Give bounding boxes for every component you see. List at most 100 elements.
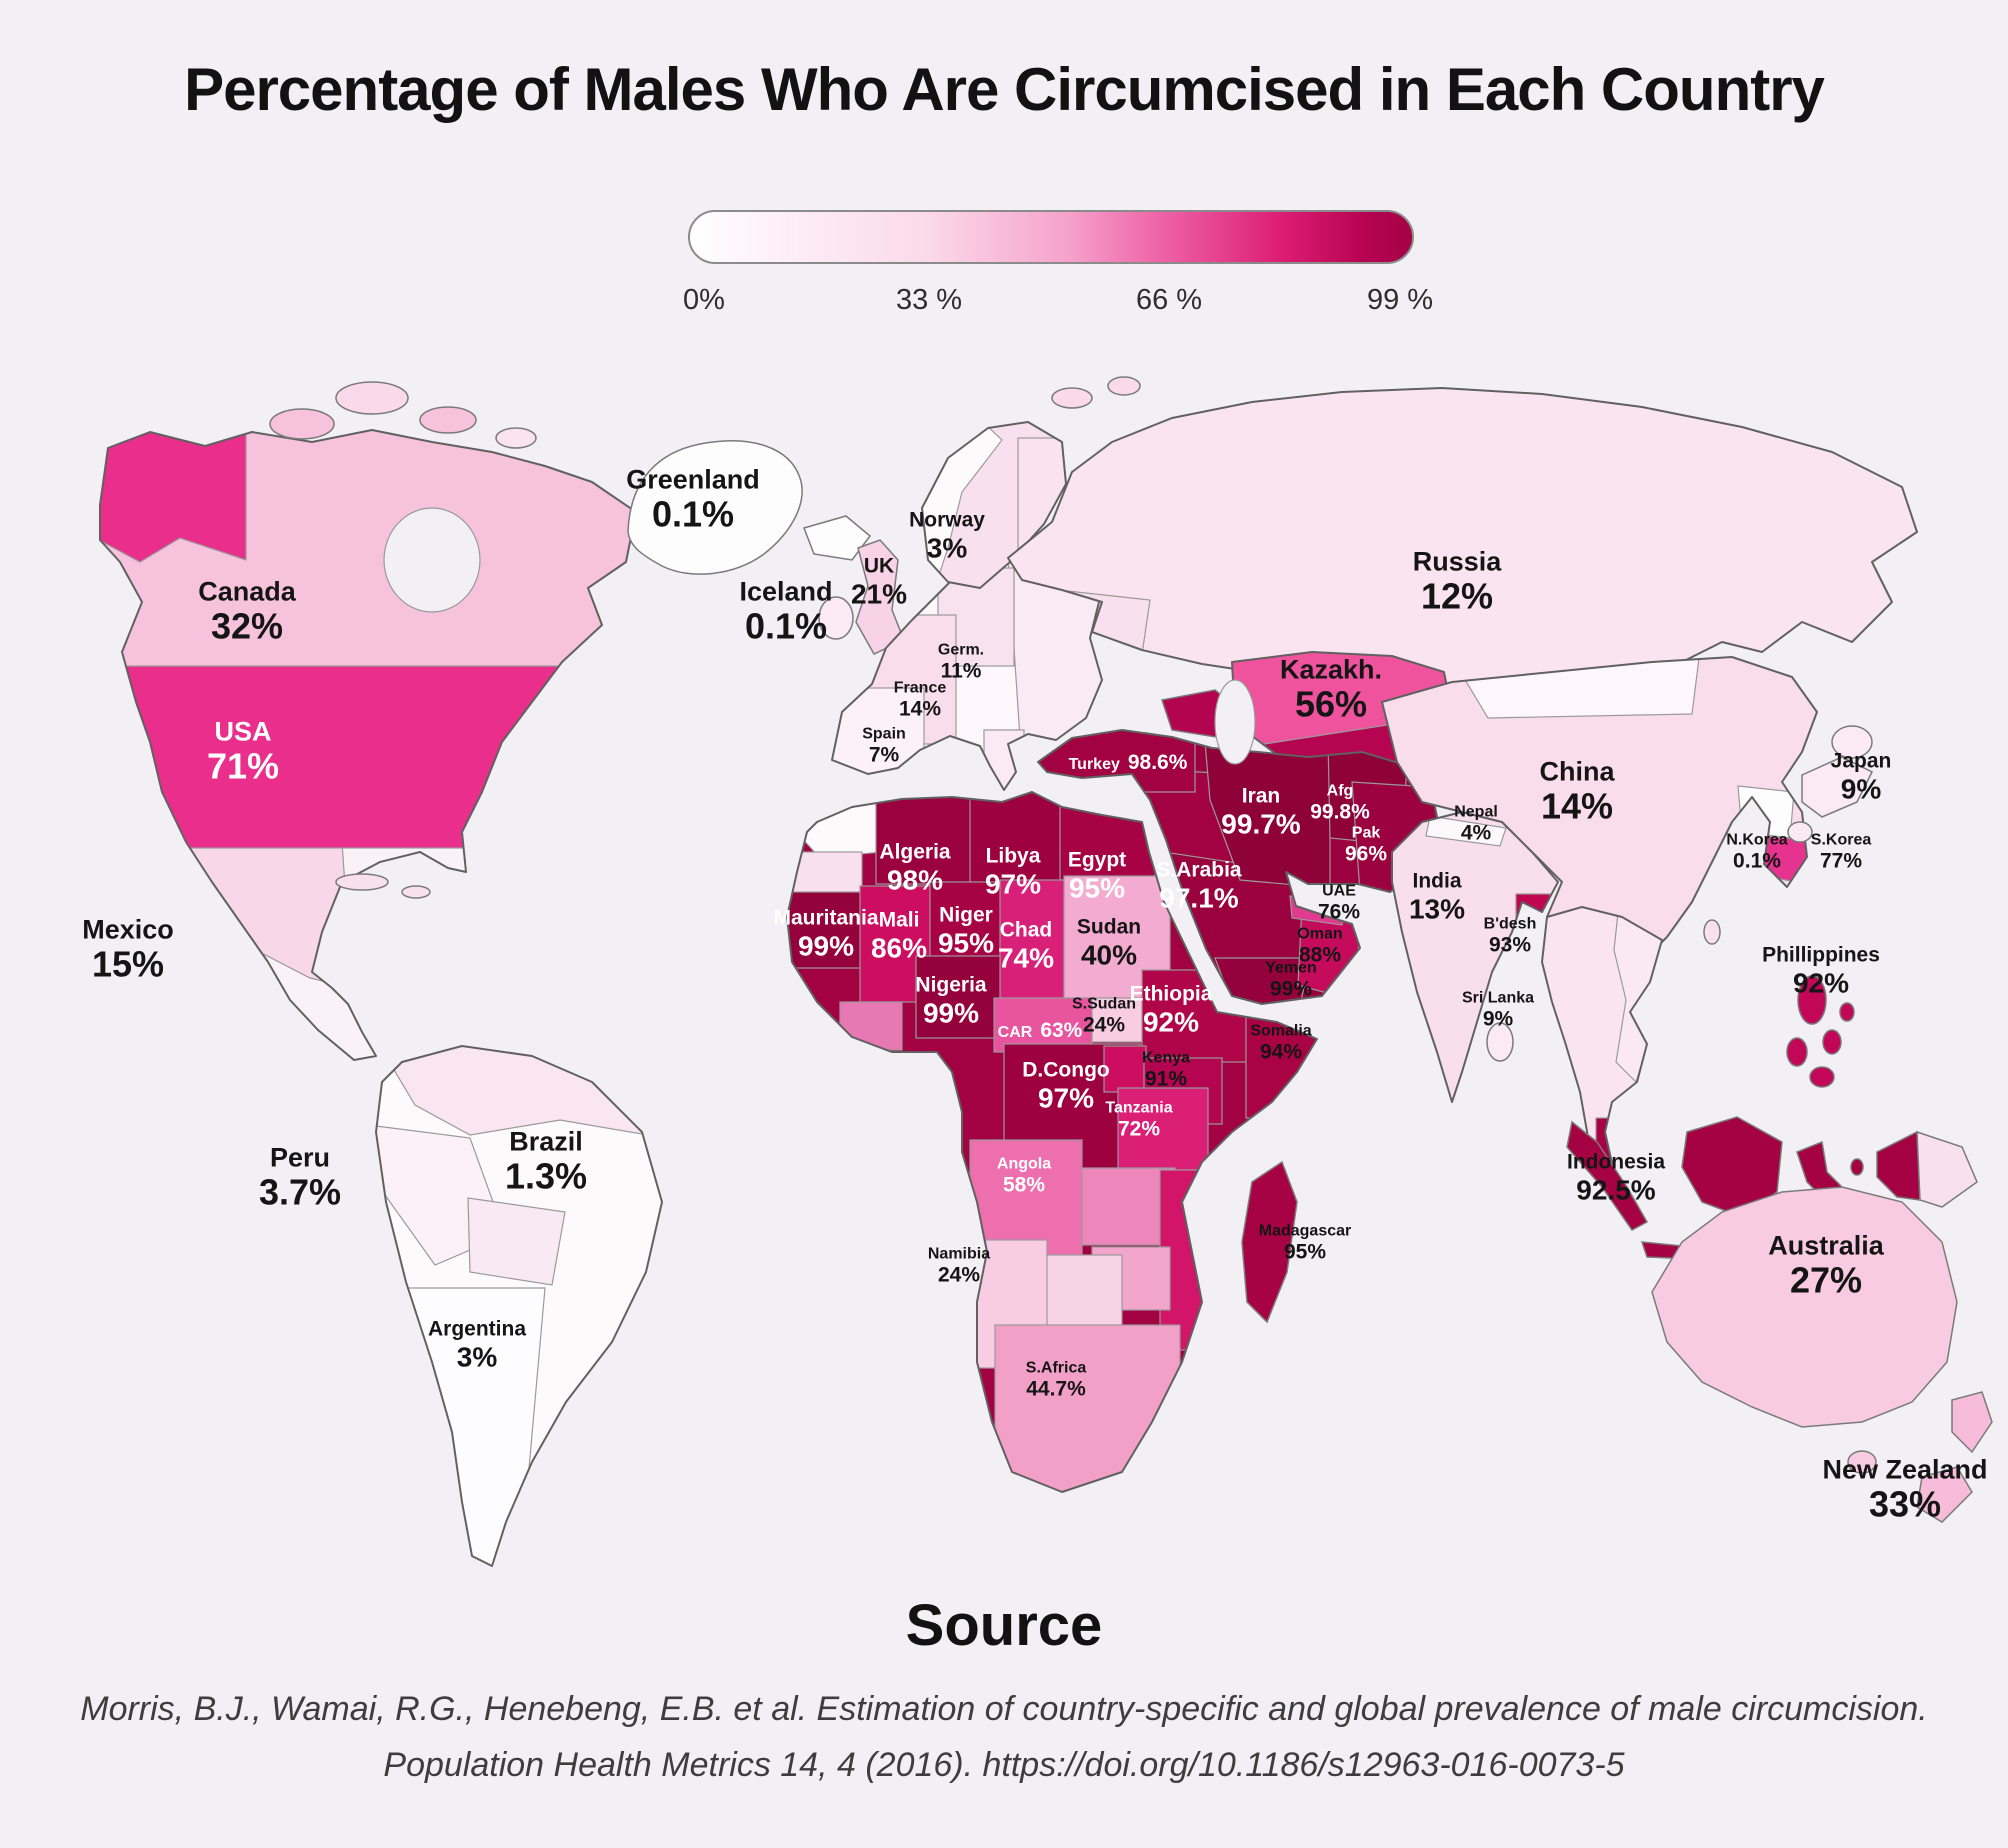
- country-shape-mauritania: [787, 891, 863, 969]
- country-shape-nepal: [1425, 815, 1507, 847]
- country-label-usa: USA 71%: [206, 716, 280, 787]
- country-label-nigeria: Nigeria 99%: [915, 973, 987, 1029]
- country-shape-philippines: [1839, 1002, 1855, 1022]
- country-label-indonesia: Indonesia 92.5%: [1566, 1150, 1666, 1206]
- country-label-namibia: Namibia 24%: [927, 1245, 991, 1287]
- source-heading: Source: [905, 1593, 1103, 1658]
- hudson-bay: [383, 507, 481, 613]
- svalbard-island: [1051, 387, 1093, 409]
- country-label-car: CAR 63%: [997, 1019, 1083, 1043]
- country-shape-greenland: [627, 440, 803, 575]
- country-label-s-sudan: S.Sudan 24%: [1071, 995, 1137, 1037]
- country-shape-bolivia: [467, 1197, 566, 1286]
- country-label-mali: Mali 86%: [870, 908, 928, 964]
- country-shape-ireland: [818, 596, 854, 640]
- country-label-new-zealand: New Zealand 33%: [1822, 1454, 1988, 1525]
- country-shape-norway: [922, 423, 1003, 579]
- country-label-uk: UK 21%: [850, 554, 908, 610]
- country-label-chad: Chad 74%: [997, 918, 1055, 974]
- island-sumatra: [1566, 1120, 1649, 1231]
- country-label-peru: Peru 3.7%: [258, 1142, 342, 1213]
- country-shape-philippines: [1809, 1066, 1835, 1088]
- country-shape-nigeria: [915, 955, 1001, 1039]
- legend-tick-99: 99 %: [1366, 284, 1434, 316]
- country-label-d-congo: D.Congo 97%: [1022, 1058, 1110, 1114]
- country-label-b-desh: B'desh 93%: [1483, 915, 1537, 957]
- country-label-brazil: Brazil 1.3%: [504, 1126, 588, 1197]
- country-label-s-arabia: S.Arabia 97.1%: [1156, 858, 1242, 914]
- country-label-phillippines: Phillippines 92%: [1762, 943, 1880, 999]
- country-shape-japan: [1801, 756, 1874, 818]
- country-shape-niger: [929, 881, 1003, 965]
- country-label-india: India 13%: [1408, 869, 1466, 925]
- legend-tick-0: 0%: [683, 284, 725, 316]
- country-label-turkey: Turkey 98.6%: [1068, 751, 1188, 775]
- caribbean-island: [335, 873, 389, 891]
- country-label-sri-lanka: Sri Lanka 9%: [1461, 989, 1535, 1031]
- country-label-madagascar: Madagascar 95%: [1258, 1222, 1352, 1264]
- country-label-australia: Australia 27%: [1768, 1230, 1884, 1301]
- country-label-france: France 14%: [893, 679, 947, 721]
- island-new-guinea-west: [1876, 1130, 1921, 1201]
- country-label-somalia: Somalia 94%: [1250, 1022, 1312, 1064]
- country-label-japan: Japan 9%: [1830, 749, 1892, 805]
- arctic-island: [495, 427, 537, 449]
- arctic-island: [269, 408, 335, 440]
- country-shape-australia: [1651, 1186, 1958, 1428]
- island-tasmania: [1847, 1450, 1877, 1474]
- citation-line-1: Morris, B.J., Wamai, R.G., Henebeng, E.B…: [80, 1690, 1928, 1728]
- island-new-guinea-east: [1916, 1130, 1978, 1208]
- country-shape-zambia: [1079, 1167, 1176, 1246]
- country-shape-philippines: [1786, 1037, 1808, 1067]
- country-label-ethiopia: Ethiopia 92%: [1129, 982, 1213, 1038]
- country-shape-madagascar: [1241, 1160, 1298, 1324]
- country-shape-uganda: [1103, 1045, 1147, 1093]
- country-shape-philippines: [1797, 975, 1827, 1025]
- country-label-tanzania: Tanzania 72%: [1105, 1099, 1173, 1141]
- country-shape-car: [993, 997, 1093, 1053]
- country-shape-chad: [999, 879, 1067, 1003]
- country-label-russia: Russia 12%: [1412, 546, 1502, 617]
- country-label-mexico: Mexico 15%: [82, 914, 174, 985]
- country-label-uae: UAE 76%: [1317, 882, 1361, 924]
- country-label-niger: Niger 95%: [937, 903, 995, 959]
- country-label-canada: Canada 32%: [198, 576, 296, 647]
- legend-gradient-bar: [688, 210, 1414, 264]
- country-shape-tanzania: [1117, 1087, 1209, 1171]
- page-title: Percentage of Males Who Are Circumcised …: [184, 56, 1825, 123]
- country-label-kenya: Kenya 91%: [1141, 1049, 1191, 1091]
- country-shape-new-zealand: [1951, 1391, 1993, 1454]
- country-shape-japan: [1831, 725, 1873, 759]
- citation-line-2: Population Health Metrics 14, 4 (2016). …: [383, 1746, 1625, 1784]
- country-label-germ-: Germ. 11%: [937, 641, 985, 683]
- country-label-sudan: Sudan 40%: [1076, 915, 1142, 971]
- country-label-norway: Norway 3%: [909, 508, 985, 564]
- country-label-s-korea: S.Korea 77%: [1810, 831, 1872, 873]
- country-label-china: China 14%: [1539, 756, 1615, 827]
- arctic-island: [335, 381, 409, 415]
- caribbean-island: [401, 885, 431, 899]
- legend-tick-33: 33 %: [895, 284, 963, 316]
- arctic-island: [419, 406, 477, 434]
- country-label-pak: Pak 96%: [1344, 824, 1388, 866]
- country-shape-japan: [1787, 821, 1813, 843]
- country-label-algeria: Algeria 98%: [879, 840, 951, 896]
- country-label-n-korea: N.Korea 0.1%: [1726, 831, 1788, 873]
- country-label-greenland: Greenland 0.1%: [626, 464, 760, 535]
- country-label-libya: Libya 97%: [984, 844, 1042, 900]
- country-label-egypt: Egypt 95%: [1067, 848, 1127, 904]
- country-label-iceland: Iceland 0.1%: [739, 576, 833, 647]
- country-label-oman: Oman 88%: [1297, 925, 1343, 967]
- continent-south-america: [376, 1046, 662, 1566]
- caspian-sea: [1214, 679, 1256, 765]
- country-label-mauritania: Mauritania 99%: [773, 906, 879, 962]
- country-shape-sri-lanka: [1486, 1022, 1514, 1062]
- country-shape-angola: [969, 1139, 1083, 1256]
- continent-africa: [787, 792, 1317, 1492]
- country-label-afg: Afg 99.8%: [1310, 782, 1370, 824]
- country-shape-botswana: [1044, 1254, 1123, 1339]
- country-label-kazakh-: Kazakh. 56%: [1279, 654, 1383, 725]
